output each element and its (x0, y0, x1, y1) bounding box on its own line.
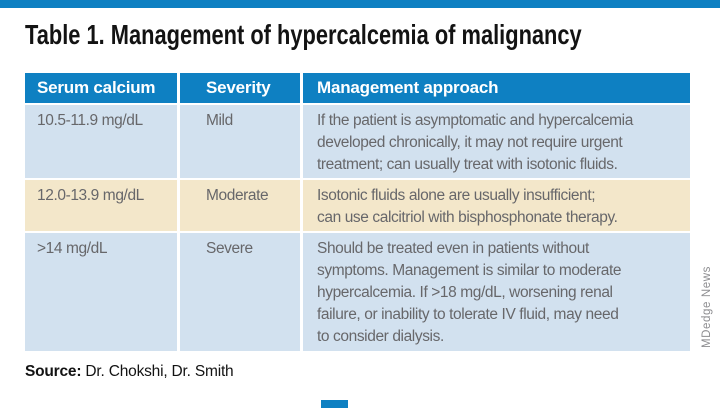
cell-severity: Moderate (180, 178, 303, 231)
table-header-row: Serum calcium Severity Management approa… (25, 73, 690, 103)
table-row-mild: 10.5-11.9 mg/dL Mild If the patient is a… (25, 103, 690, 178)
cell-management: If the patient is asymptomatic and hyper… (303, 103, 690, 178)
header-severity: Severity (180, 73, 303, 103)
header-serum-calcium: Serum calcium (25, 73, 180, 103)
cell-serum-calcium: >14 mg/dL (25, 231, 180, 351)
cell-management: Isotonic fluids alone are usually insuff… (303, 178, 690, 231)
cell-serum-calcium: 10.5-11.9 mg/dL (25, 103, 180, 178)
source-line: Source: Dr. Chokshi, Dr. Smith (25, 363, 234, 381)
bottom-accent-mark (321, 400, 348, 408)
cell-serum-calcium: 12.0-13.9 mg/dL (25, 178, 180, 231)
cell-severity: Mild (180, 103, 303, 178)
source-value: Dr. Chokshi, Dr. Smith (81, 363, 234, 380)
mdedge-news-watermark: MDedge News (701, 265, 713, 348)
cell-management: Should be treated even in patients witho… (303, 231, 690, 351)
hypercalcemia-table: Serum calcium Severity Management approa… (25, 73, 690, 351)
cell-severity: Severe (180, 231, 303, 351)
source-label: Source: (25, 363, 82, 380)
top-accent-bar (0, 0, 720, 8)
header-management-approach: Management approach (303, 73, 690, 103)
table-row-severe: >14 mg/dL Severe Should be treated even … (25, 231, 690, 351)
table-row-moderate: 12.0-13.9 mg/dL Moderate Isotonic fluids… (25, 178, 690, 231)
figure-title: Table 1. Management of hypercalcemia of … (25, 19, 582, 50)
